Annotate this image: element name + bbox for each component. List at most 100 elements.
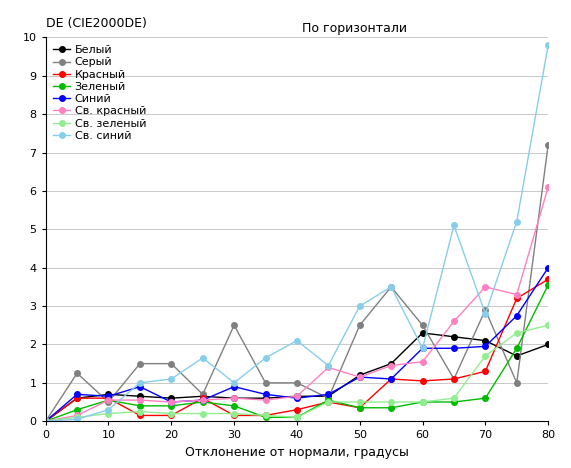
Красный	[105, 395, 112, 401]
Синий	[231, 384, 238, 389]
Св. красный	[513, 292, 520, 297]
Синий	[168, 399, 175, 405]
Серый	[419, 322, 426, 328]
Серый	[545, 142, 552, 148]
Line: Серый: Серый	[43, 142, 551, 424]
Line: Синий: Синий	[43, 265, 551, 424]
Белый	[199, 394, 206, 399]
Зеленый	[513, 345, 520, 351]
Св. зеленый	[42, 418, 49, 424]
Серый	[168, 361, 175, 366]
Св. синий	[262, 355, 269, 361]
Красный	[293, 407, 300, 412]
Св. синий	[388, 284, 395, 290]
Зеленый	[168, 403, 175, 409]
Legend: Белый, Серый, Красный, Зеленый, Синий, Св. красный, Св. зеленый, Св. синий: Белый, Серый, Красный, Зеленый, Синий, С…	[51, 43, 148, 143]
Св. красный	[419, 359, 426, 365]
Св. синий	[42, 418, 49, 424]
Зеленый	[105, 397, 112, 403]
Красный	[42, 418, 49, 424]
Синий	[325, 392, 332, 397]
Белый	[325, 394, 332, 399]
Line: Белый: Белый	[43, 330, 551, 424]
Серый	[356, 322, 363, 328]
Св. красный	[482, 284, 489, 290]
Белый	[42, 418, 49, 424]
Св. зеленый	[293, 415, 300, 420]
Зеленый	[42, 418, 49, 424]
Св. синий	[513, 219, 520, 225]
Зеленый	[388, 405, 395, 410]
Белый	[513, 353, 520, 359]
Синий	[42, 418, 49, 424]
Line: Св. красный: Св. красный	[43, 184, 551, 424]
Св. зеленый	[74, 415, 81, 420]
Красный	[262, 413, 269, 418]
Св. красный	[356, 374, 363, 380]
Красный	[168, 413, 175, 418]
Синий	[513, 313, 520, 318]
Красный	[451, 376, 457, 382]
Зеленый	[262, 415, 269, 420]
Синий	[74, 392, 81, 397]
Св. зеленый	[513, 330, 520, 336]
Красный	[74, 395, 81, 401]
Серый	[231, 322, 238, 328]
Белый	[419, 330, 426, 336]
Синий	[388, 376, 395, 382]
Зеленый	[325, 397, 332, 403]
Зеленый	[482, 395, 489, 401]
Серый	[293, 380, 300, 386]
Синий	[356, 374, 363, 380]
Синий	[545, 265, 552, 271]
Св. зеленый	[136, 409, 143, 415]
Зеленый	[136, 403, 143, 409]
Белый	[136, 394, 143, 399]
Св. зеленый	[545, 322, 552, 328]
Св. синий	[105, 407, 112, 412]
Зеленый	[451, 399, 457, 405]
Св. красный	[42, 418, 49, 424]
Красный	[356, 405, 363, 410]
Серый	[451, 376, 457, 382]
Синий	[482, 344, 489, 349]
Белый	[451, 334, 457, 340]
Красный	[136, 413, 143, 418]
Серый	[199, 392, 206, 397]
Line: Св. зеленый: Св. зеленый	[43, 322, 551, 424]
Белый	[545, 342, 552, 347]
Св. красный	[105, 397, 112, 403]
Св. синий	[231, 380, 238, 386]
Св. красный	[74, 413, 81, 418]
Красный	[482, 368, 489, 374]
Св. красный	[199, 397, 206, 403]
Св. красный	[451, 319, 457, 324]
Св. синий	[74, 417, 81, 422]
Зеленый	[293, 415, 300, 420]
Св. красный	[293, 394, 300, 399]
Зеленый	[419, 399, 426, 405]
Св. красный	[136, 397, 143, 403]
Белый	[388, 361, 395, 366]
Line: Красный: Красный	[43, 277, 551, 424]
Белый	[482, 338, 489, 344]
Line: Св. синий: Св. синий	[43, 42, 551, 424]
Св. синий	[356, 303, 363, 309]
Св. красный	[262, 397, 269, 403]
Св. синий	[419, 345, 426, 351]
Серый	[482, 307, 489, 313]
Св. зеленый	[451, 395, 457, 401]
Белый	[231, 395, 238, 401]
Зеленый	[74, 407, 81, 412]
Св. зеленый	[231, 411, 238, 417]
Св. зеленый	[199, 411, 206, 417]
Св. синий	[451, 223, 457, 228]
Серый	[513, 380, 520, 386]
Св. красный	[231, 395, 238, 401]
Серый	[136, 361, 143, 366]
Синий	[293, 395, 300, 401]
Св. зеленый	[168, 411, 175, 417]
Св. красный	[545, 184, 552, 190]
Белый	[293, 394, 300, 399]
Красный	[231, 413, 238, 418]
